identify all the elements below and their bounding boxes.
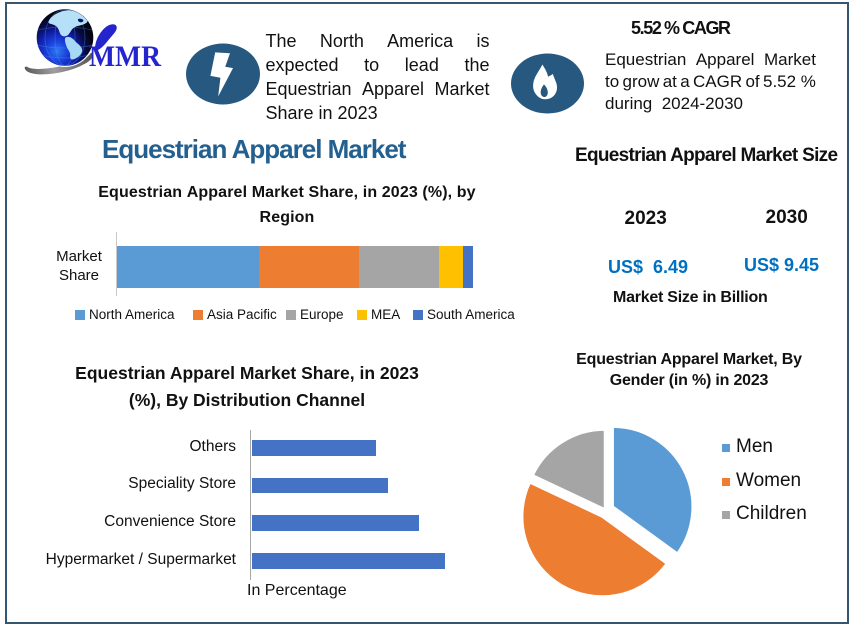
svg-text:MMR: MMR (89, 40, 161, 73)
